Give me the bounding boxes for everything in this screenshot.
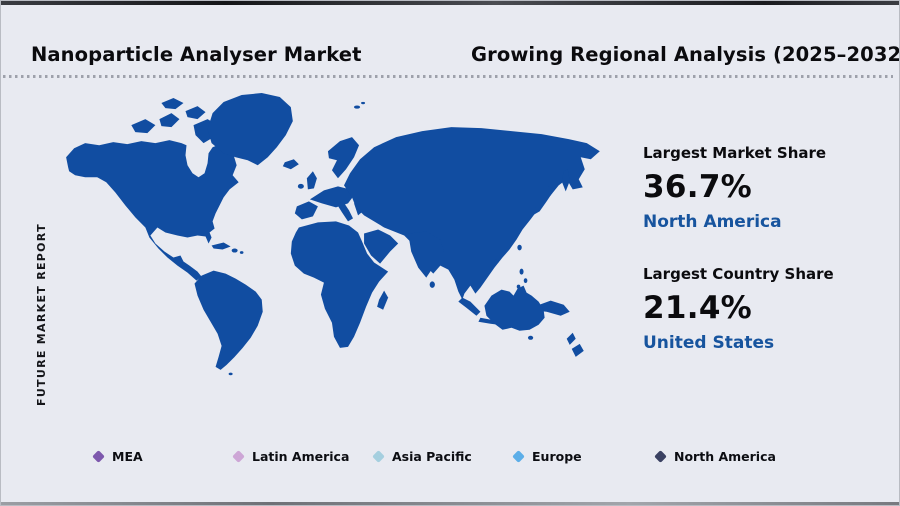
- island-cuba: [211, 242, 231, 250]
- island-hispaniola: [231, 248, 238, 253]
- arctic-islands: [131, 98, 218, 144]
- region-iberia: [294, 201, 318, 220]
- island-new-zealand: [566, 332, 584, 357]
- dotted-divider: [3, 75, 893, 78]
- legend-label-asia-pacific: Asia Pacific: [392, 449, 472, 464]
- analysis-title: Growing Regional Analysis (2025–2032): [471, 43, 900, 66]
- region-arabia: [364, 229, 399, 264]
- legend-label-latin-america: Latin America: [252, 449, 350, 464]
- legend-swatch-north-america: [654, 450, 667, 463]
- stat-label: Largest Country Share: [643, 265, 834, 283]
- island-iceland: [282, 159, 299, 170]
- island-hainan: [494, 259, 499, 264]
- island-greenland: [207, 93, 293, 166]
- island-philippines-1: [519, 268, 524, 275]
- island-falklands: [228, 372, 233, 376]
- legend-swatch-asia-pacific: [372, 450, 385, 463]
- region-india: [408, 231, 445, 278]
- legend-swatch-latin-america: [232, 450, 245, 463]
- continent-africa: [290, 221, 389, 348]
- island-sumatra: [458, 297, 481, 316]
- stat-market-share: Largest Market Share 36.7% North America: [643, 144, 826, 232]
- stat-region: North America: [643, 212, 782, 232]
- continent-australia: [484, 285, 545, 331]
- continent-eurasia: [343, 127, 600, 300]
- legend-item-asia-pacific: Asia Pacific: [372, 448, 472, 465]
- legend-label-mea: MEA: [112, 449, 143, 464]
- island-madagascar: [377, 290, 389, 310]
- region-scandinavia: [327, 137, 360, 179]
- stat-label: Largest Market Share: [643, 144, 827, 162]
- island-philippines-2: [523, 278, 528, 284]
- island-japan: [532, 186, 555, 216]
- island-sri-lanka: [429, 281, 435, 288]
- top-border: [1, 1, 899, 5]
- report-title: Nanoparticle Analyser Market: [31, 43, 362, 66]
- legend-label-north-america: North America: [674, 449, 776, 464]
- island-new-guinea: [536, 300, 570, 316]
- legend-item-mea: MEA: [92, 448, 143, 465]
- island-svalbard: [354, 105, 361, 109]
- island-taiwan: [517, 244, 522, 251]
- brand-watermark: FUTURE MARKET REPORT: [35, 223, 48, 407]
- bottom-border: [1, 502, 899, 505]
- legend-swatch-mea: [92, 450, 105, 463]
- stat-value: 36.7%: [643, 169, 753, 205]
- island-tasmania: [527, 335, 534, 340]
- continent-north-america: [66, 140, 239, 281]
- legend-label-europe: Europe: [532, 449, 582, 464]
- world-map: [66, 93, 600, 376]
- continent-south-america: [194, 270, 263, 370]
- stat-country-share: Largest Country Share 21.4% United State…: [643, 265, 834, 353]
- legend-item-europe: Europe: [512, 448, 582, 465]
- stat-value: 21.4%: [643, 290, 753, 326]
- island-sakhalin: [561, 169, 570, 192]
- legend-swatch-europe: [512, 450, 525, 463]
- world-map-land: [66, 93, 600, 376]
- stat-region: United States: [643, 333, 775, 353]
- island-philippines-3: [516, 284, 521, 289]
- island-svalbard-2: [361, 101, 366, 105]
- legend-item-latin-america: Latin America: [232, 448, 350, 465]
- island-puerto-rico: [239, 251, 244, 254]
- legend-item-north-america: North America: [654, 448, 776, 465]
- island-great-britain: [306, 171, 317, 190]
- region-italy: [336, 201, 354, 222]
- island-ireland: [297, 183, 304, 189]
